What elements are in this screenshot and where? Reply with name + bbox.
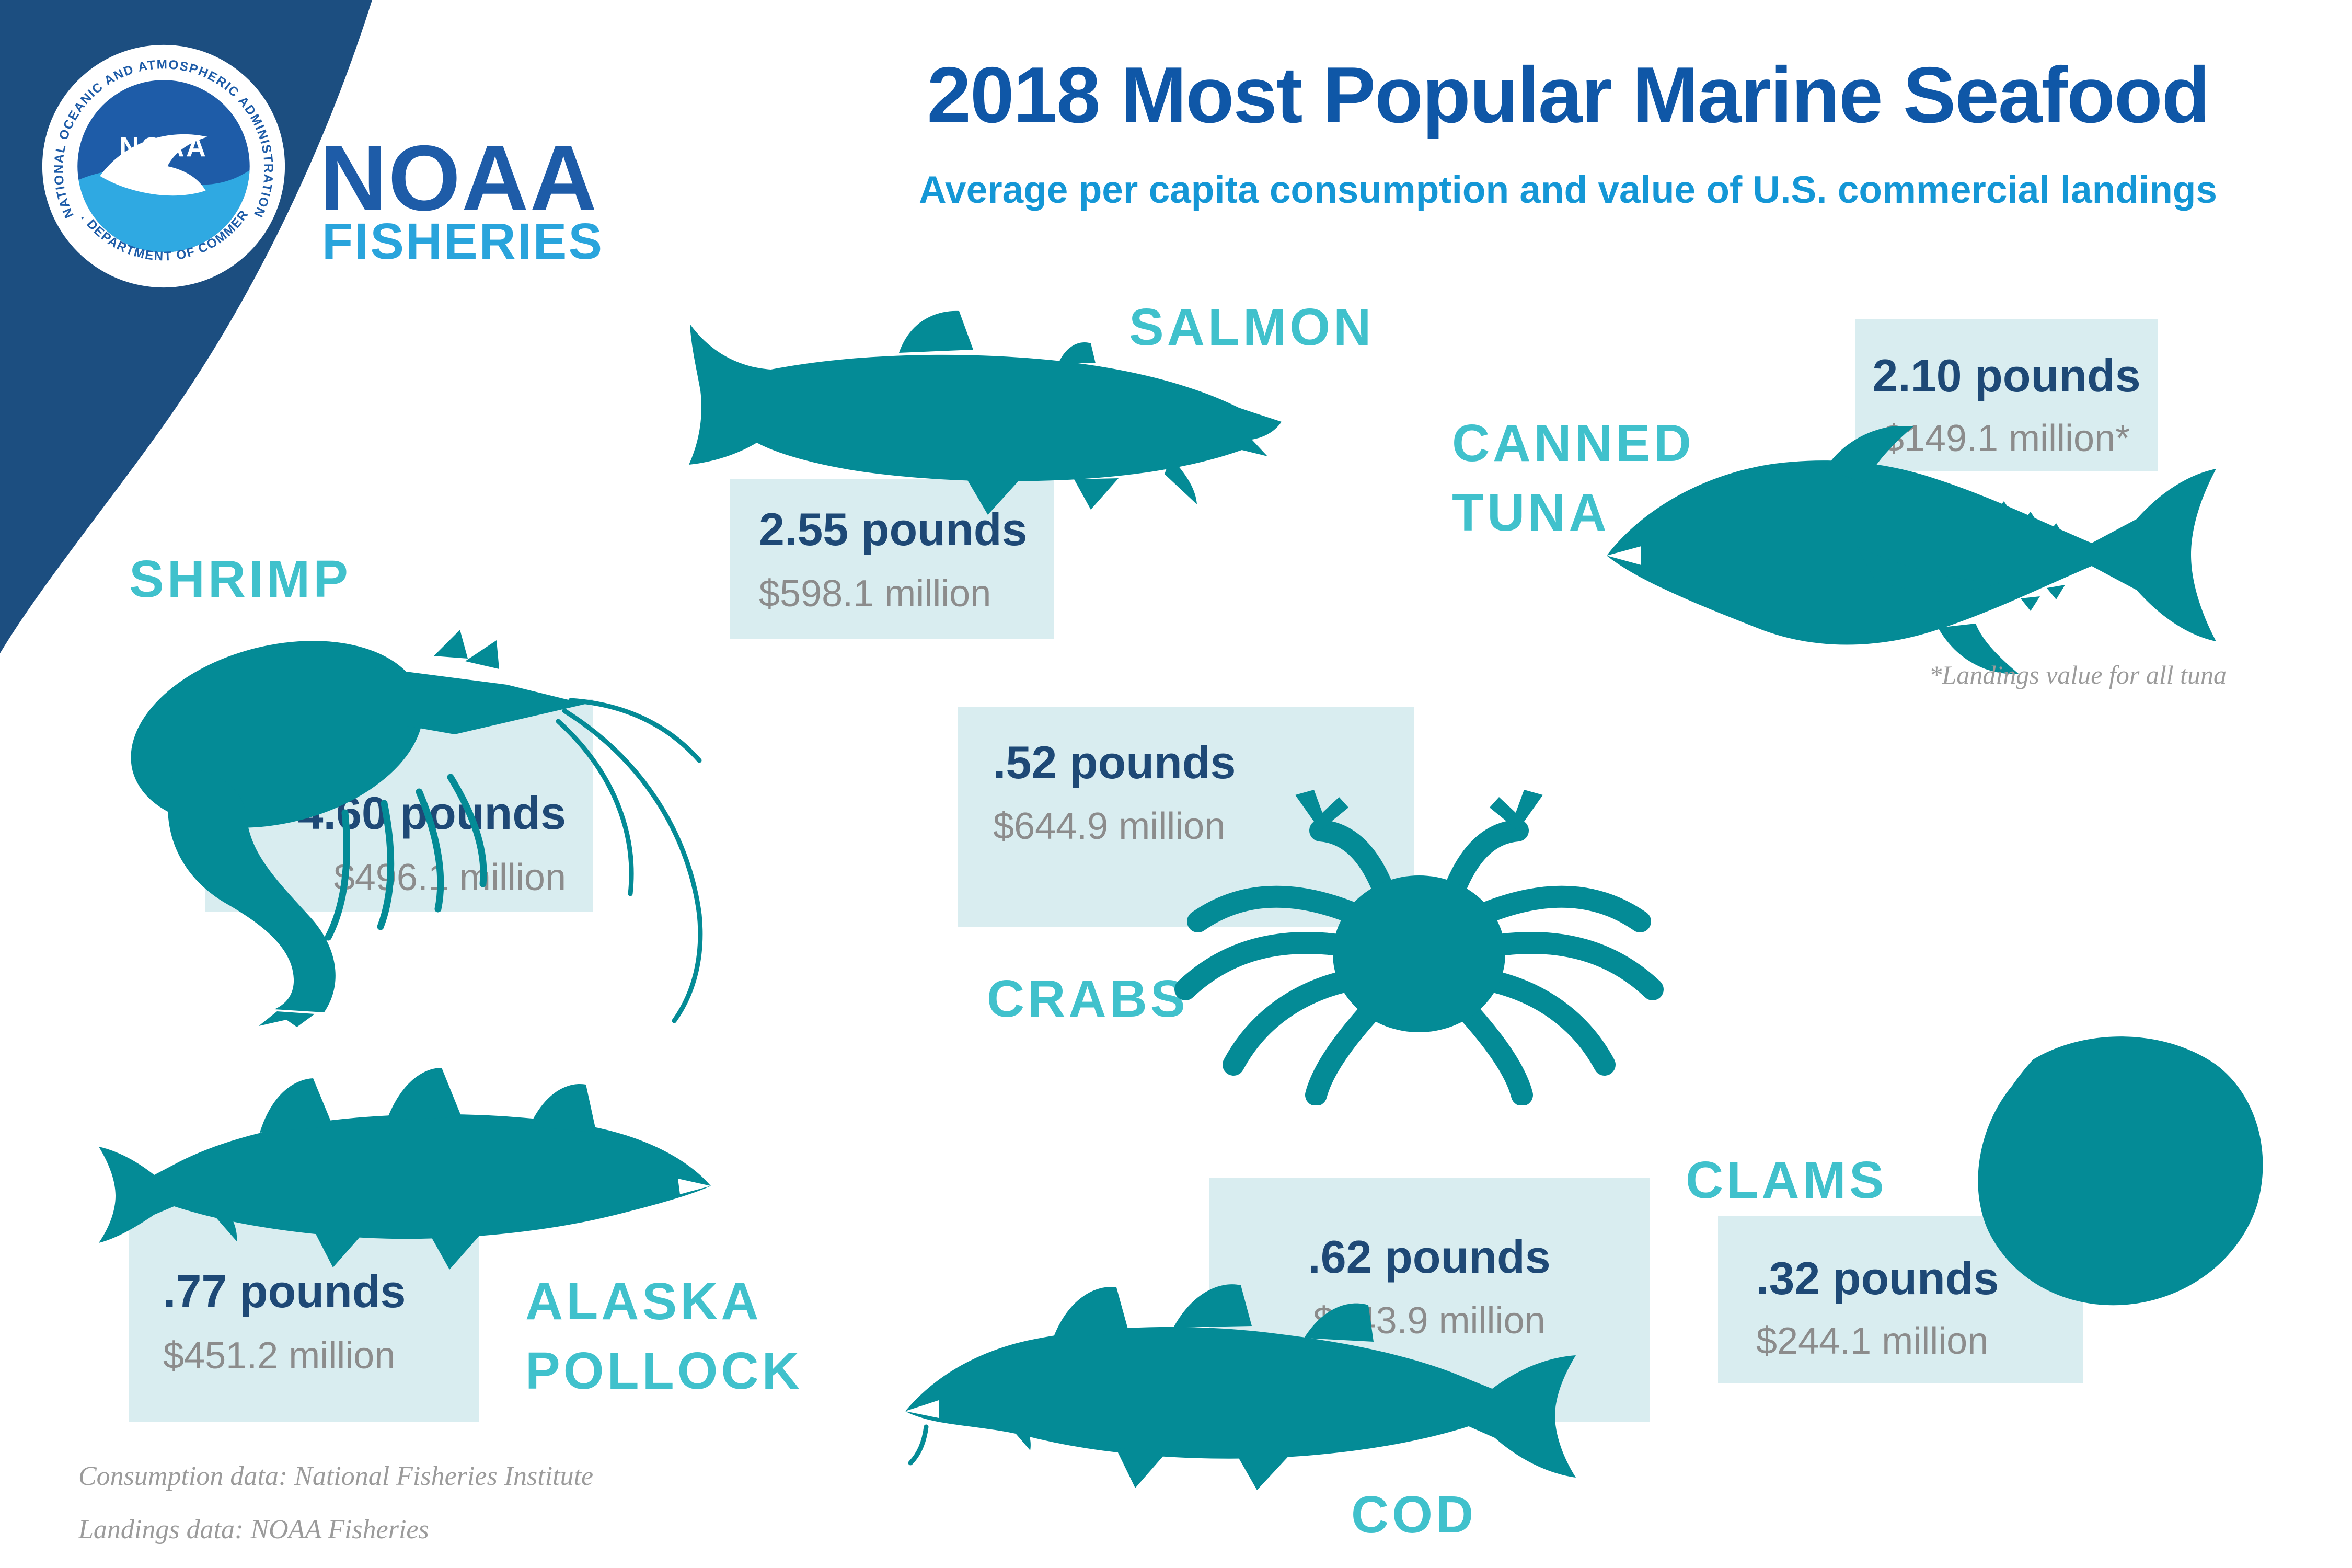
seal-ocean-wave [77, 167, 250, 252]
salmon-silhouette [689, 310, 1282, 515]
seal-center-text: NOAA [119, 132, 207, 163]
page-subtitle: Average per capita consumption and value… [919, 169, 2217, 211]
crab-silhouette [1174, 790, 1664, 1105]
crabs-value: $644.9 million [993, 805, 1226, 847]
wordmark-noaa: NOAA [320, 126, 598, 230]
tuna-label: CANNED TUNA [1452, 409, 1694, 548]
crabs-info-box [958, 707, 1414, 927]
tuna-mouth [1607, 546, 1641, 565]
noaa-seal: NOAA NATIONAL OCEANIC AND ATMOSPHERIC AD… [41, 44, 285, 288]
clams-label: CLAMS [1686, 1151, 1887, 1209]
pollock-label: ALASKA POLLOCK [525, 1267, 803, 1406]
cod-label: COD [1351, 1485, 1477, 1544]
footer-consumption-source: Consumption data: National Fisheries Ins… [78, 1461, 594, 1491]
salmon-value: $598.1 million [759, 573, 991, 615]
tuna-footnote: *Landings value for all tuna [1929, 660, 2227, 689]
tuna-silhouette [1607, 426, 2216, 674]
salmon-info-box [730, 479, 1054, 639]
tuna-label-line2: TUNA [1452, 483, 1610, 542]
salmon-pounds: 2.55 pounds [759, 503, 1028, 555]
cod-mouth [905, 1400, 939, 1418]
seagull-icon [100, 134, 208, 196]
tuna-value: $149.1 million* [1883, 418, 2130, 459]
pollock-value: $451.2 million [163, 1335, 396, 1377]
wordmark-fisheries: FISHERIES [322, 213, 604, 270]
pollock-silhouette [99, 1068, 711, 1270]
clams-pounds: .32 pounds [1756, 1252, 1999, 1304]
shrimp-label: SHRIMP [129, 550, 351, 608]
crabs-pounds: .52 pounds [993, 736, 1236, 788]
page-title: 2018 Most Popular Marine Seafood [927, 51, 2210, 140]
tuna-label-line1: CANNED [1452, 414, 1694, 472]
pollock-pounds: .77 pounds [163, 1265, 406, 1317]
cod-silhouette [905, 1284, 1576, 1490]
clam-silhouette [1978, 1036, 2263, 1306]
crabs-label: CRABS [987, 970, 1189, 1028]
tuna-pounds: 2.10 pounds [1872, 350, 2141, 401]
pollock-mouth [678, 1179, 711, 1194]
footer-landings-source: Landings data: NOAA Fisheries [78, 1515, 429, 1544]
pollock-label-line1: ALASKA [525, 1272, 762, 1331]
shrimp-silhouette [131, 630, 703, 1027]
shrimp-value: $496.1 million [333, 857, 566, 898]
cod-pounds: .62 pounds [1308, 1231, 1551, 1283]
clams-value: $244.1 million [1756, 1320, 1989, 1362]
pollock-label-line2: POLLOCK [525, 1342, 803, 1400]
tuna-info-box [1855, 319, 2158, 471]
salmon-label: SALMON [1129, 298, 1375, 356]
